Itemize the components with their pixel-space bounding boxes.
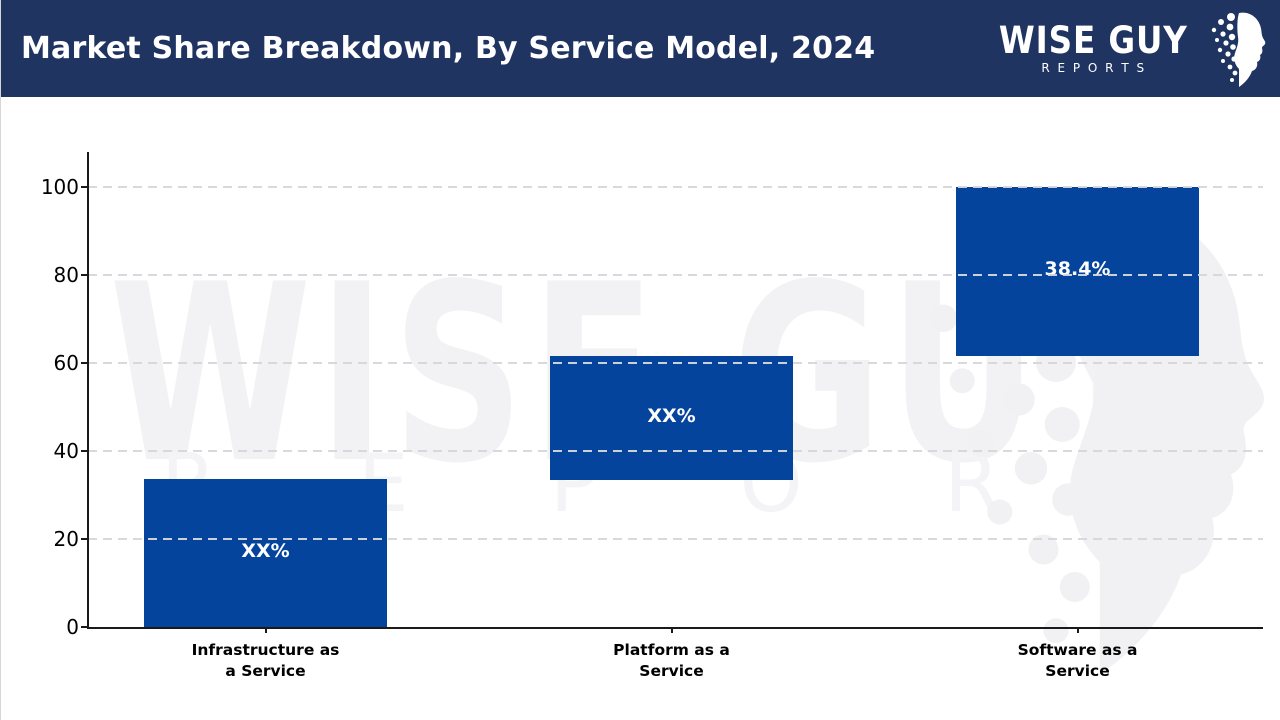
y-axis-tick-mark xyxy=(81,362,87,364)
logo-text: WISE GUY R E P O R T S xyxy=(986,18,1201,75)
x-axis-line xyxy=(87,627,1263,629)
x-axis-category-label: Software as a Service xyxy=(918,640,1238,682)
x-axis-tick-mark xyxy=(670,627,673,633)
y-axis-tick-mark xyxy=(81,538,87,540)
y-axis-line xyxy=(87,152,89,629)
y-axis-tick-mark xyxy=(81,450,87,452)
x-axis-category-label: Platform as a Service xyxy=(512,640,832,682)
x-axis-category-line: Software as a xyxy=(1017,641,1138,659)
bar-segment: 38.4% xyxy=(956,187,1199,356)
y-axis-tick-label: 20 xyxy=(53,527,79,551)
y-axis-tick-label: 100 xyxy=(40,175,79,199)
bar-value-label: 38.4% xyxy=(1044,258,1111,281)
y-axis-tick-label: 80 xyxy=(53,263,79,287)
y-axis-tick-mark xyxy=(81,626,87,628)
x-axis-tick-mark xyxy=(264,627,267,633)
y-axis-tick-label: 60 xyxy=(53,351,79,375)
bar-segment: XX% xyxy=(550,355,793,481)
gridline-40 xyxy=(88,450,1263,452)
logo-subtitle: R E P O R T S xyxy=(1041,60,1147,75)
y-axis-tick-label: 40 xyxy=(53,439,79,463)
bar-value-label: XX% xyxy=(241,540,290,563)
gridline-60 xyxy=(88,362,1263,364)
x-axis-category-line: Service xyxy=(1045,662,1110,680)
x-axis-category-line: Infrastructure as xyxy=(191,641,340,659)
x-axis-category-label: Infrastructure as a Service xyxy=(106,640,426,682)
gridline-20 xyxy=(88,538,1263,540)
y-axis-tick-mark xyxy=(81,274,87,276)
x-axis-category-line: Platform as a xyxy=(613,641,730,659)
gridline-100 xyxy=(88,186,1263,188)
bar-value-label: XX% xyxy=(647,404,696,427)
page-title: Market Share Breakdown, By Service Model… xyxy=(21,31,876,66)
y-axis-tick-mark xyxy=(81,186,87,188)
x-axis-category-line: a Service xyxy=(225,662,306,680)
plot-region: 0 20 40 60 80 100 XX% XX% 38.4% Infrastructure as… xyxy=(1,97,1280,720)
header-bar: Market Share Breakdown, By Service Model… xyxy=(1,0,1280,97)
gridline-80 xyxy=(88,274,1263,276)
logo-wordmark: WISE GUY xyxy=(999,18,1189,62)
y-axis-tick-label: 0 xyxy=(66,615,79,639)
wise-guy-logo: WISE GUY R E P O R T S xyxy=(986,9,1280,89)
bar-segment: XX% xyxy=(144,479,387,627)
x-axis-category-line: Service xyxy=(639,662,704,680)
face-profile-icon xyxy=(1211,12,1266,87)
chart-area: WISE GUY R E P O R T S 020406080100XX%XX… xyxy=(1,97,1280,720)
